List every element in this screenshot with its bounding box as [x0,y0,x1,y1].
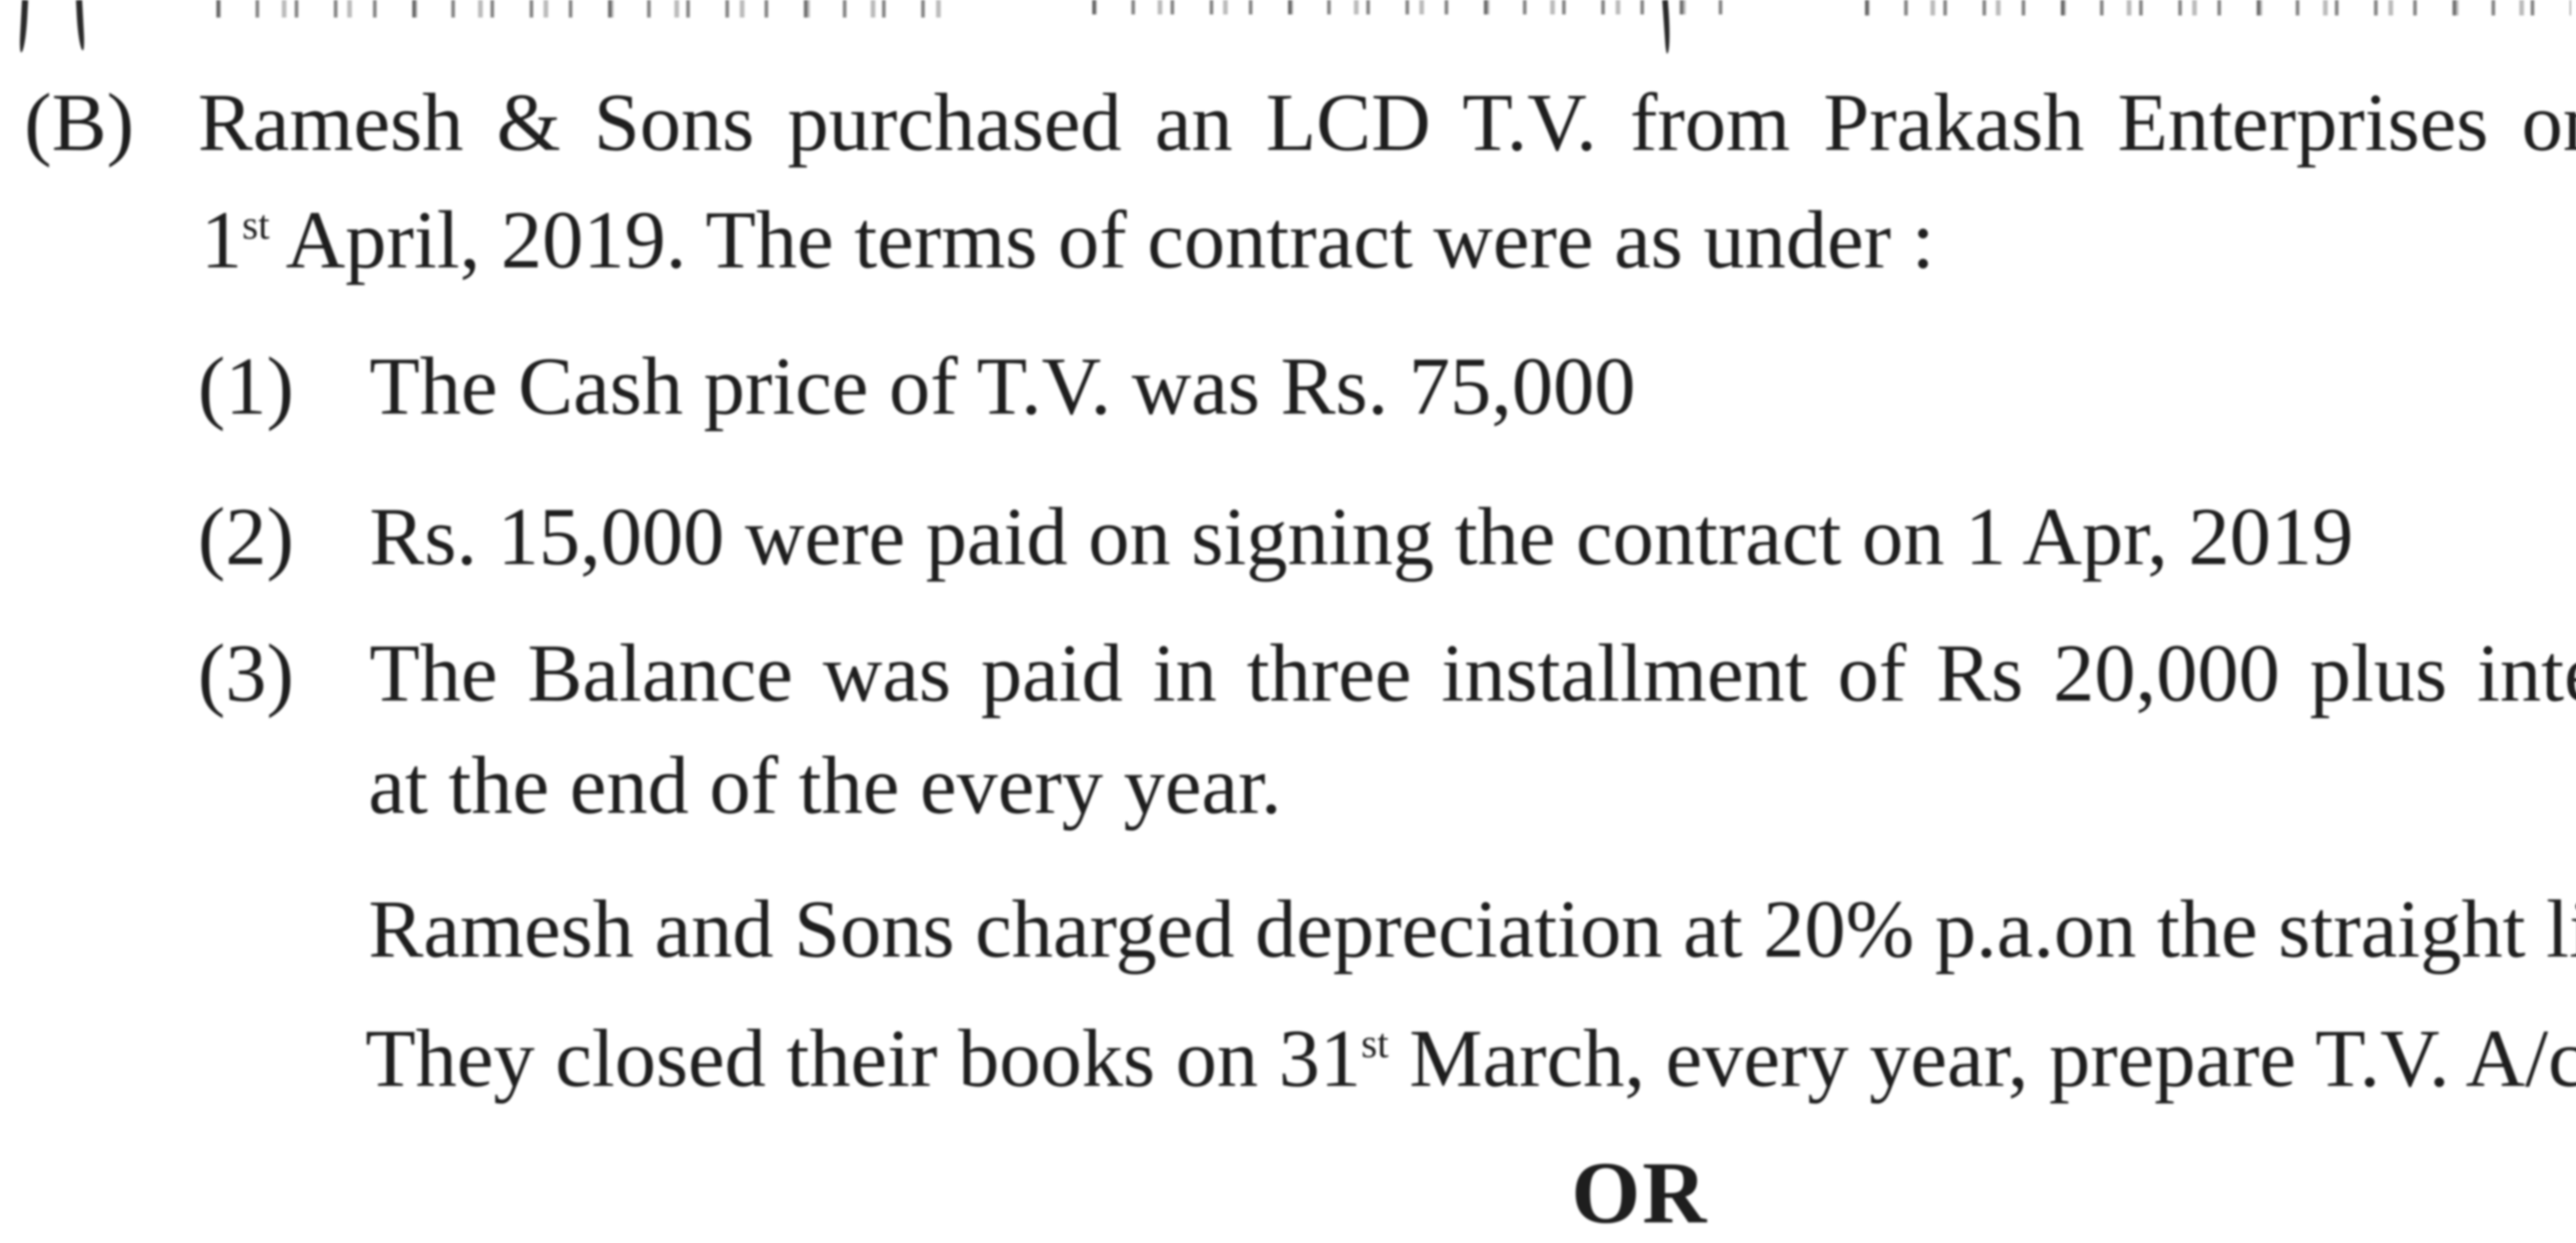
item-text: The Cash price of T.V. was Rs. 75,000 [369,340,1636,432]
item-number: (2) [198,490,294,582]
date-number: 1 [201,194,242,285]
item-number: (3) [198,627,294,719]
question-b-label: (B) [24,76,134,168]
intro-line-2-rest: April, 2019. The terms of contract were … [269,194,1935,285]
question-b-intro-line-1: Ramesh & Sons purchased an LCD T.V. from… [198,76,2576,168]
item-number: (1) [198,340,294,432]
books-closing-line: They closed their books on 31st March, e… [365,1017,2576,1099]
clipped-glyph-mark [76,0,85,51]
clipped-text-ticks [1092,0,1726,14]
clipped-text-ticks [1865,0,2571,15]
closing-line-start: They closed their books on 31 [365,1012,1361,1104]
depreciation-note-line: Ramesh and Sons charged depreciation at … [368,883,2576,975]
condition-item-1: (1) The Cash price of T.V. was Rs. 75,000 [198,345,1636,427]
condition-item-3-continuation: at the end of the every year. [368,739,1282,831]
condition-item-3: (3) The Balance was paid in three install… [198,632,2576,714]
question-b-intro-line-2: 1st April, 2019. The terms of contract w… [201,198,1935,281]
closing-line-rest: March, every year, prepare T.V. A/c. [1388,1012,2576,1104]
ordinal-superscript: st [242,202,270,248]
or-separator: OR [1571,1144,1708,1242]
clipped-glyph-mark [19,0,28,53]
clipped-previous-line [0,0,2576,54]
item-text: Rs. 15,000 were paid on signing the cont… [369,490,2353,582]
item-text: The Balance was paid in three installmen… [369,627,2576,719]
clipped-text-ticks [216,0,953,18]
ordinal-superscript: st [1361,1021,1389,1066]
condition-item-2: (2) Rs. 15,000 were paid on signing the c… [198,495,2353,577]
